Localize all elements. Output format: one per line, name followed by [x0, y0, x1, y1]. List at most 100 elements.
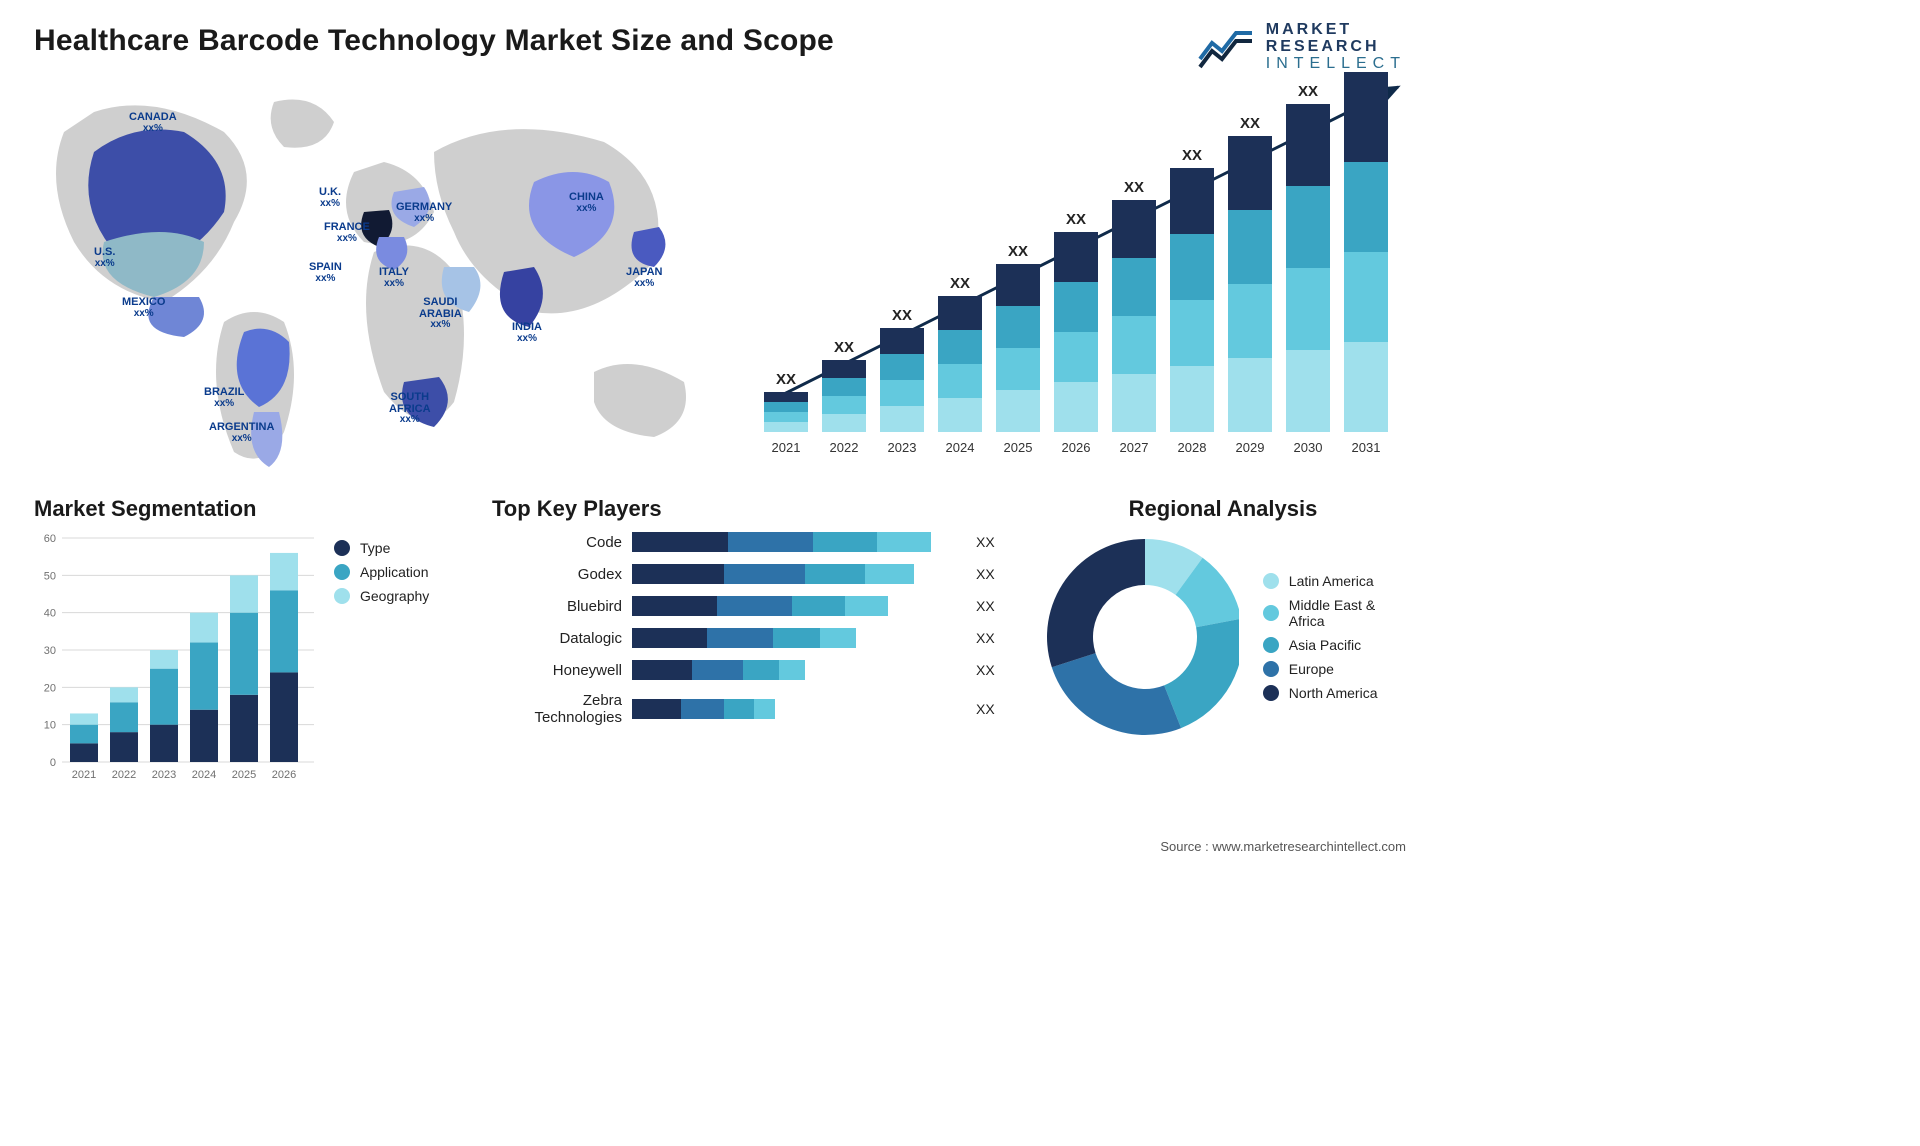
svg-text:60: 60	[44, 533, 56, 545]
svg-text:10: 10	[44, 720, 56, 732]
segmentation-legend: Type Application Geography	[334, 532, 429, 612]
regional-donut	[1040, 532, 1239, 742]
brand-line2: RESEARCH	[1266, 39, 1406, 56]
player-value: XX	[976, 630, 1012, 646]
map-label-france: FRANCExx%	[324, 222, 370, 244]
svg-text:XX: XX	[1008, 243, 1028, 260]
players-title: Top Key Players	[492, 496, 1012, 522]
player-bar	[632, 660, 805, 680]
svg-text:2030: 2030	[1294, 440, 1323, 455]
legend-dot-icon	[1263, 661, 1279, 677]
regional-legend-item: Middle East & Africa	[1263, 597, 1406, 629]
brand-logo: MARKET RESEARCH INTELLECT	[1198, 22, 1406, 72]
player-name: Bluebird	[492, 598, 632, 615]
map-label-saudi-arabia: SAUDI ARABIAxx%	[419, 297, 462, 331]
regional-title: Regional Analysis	[1040, 496, 1406, 522]
svg-text:2027: 2027	[1120, 440, 1149, 455]
map-label-mexico: MEXICOxx%	[122, 297, 165, 319]
segmentation-title: Market Segmentation	[34, 496, 464, 522]
map-label-canada: CANADAxx%	[129, 112, 177, 134]
brand-line1: MARKET	[1266, 22, 1406, 39]
svg-text:XX: XX	[1066, 211, 1086, 228]
map-label-india: INDIAxx%	[512, 322, 542, 344]
svg-text:XX: XX	[834, 339, 854, 356]
svg-text:2024: 2024	[192, 769, 216, 781]
players-panel: Top Key Players Code XX Godex XX Bluebird XX D…	[492, 496, 1012, 726]
regional-legend-item: North America	[1263, 685, 1406, 701]
svg-text:50: 50	[44, 570, 56, 582]
svg-text:2022: 2022	[112, 769, 136, 781]
svg-text:XX: XX	[776, 371, 796, 388]
player-bar	[632, 532, 931, 552]
svg-text:30: 30	[44, 645, 56, 657]
regional-legend-item: Latin America	[1263, 573, 1406, 589]
player-value: XX	[976, 566, 1012, 582]
map-label-japan: JAPANxx%	[626, 267, 662, 289]
svg-text:0: 0	[50, 757, 56, 769]
svg-text:40: 40	[44, 608, 56, 620]
svg-text:2021: 2021	[72, 769, 96, 781]
legend-dot-icon	[334, 564, 350, 580]
player-bar	[632, 596, 888, 616]
map-label-south-africa: SOUTH AFRICAxx%	[389, 392, 431, 426]
map-label-germany: GERMANYxx%	[396, 202, 452, 224]
regional-panel: Regional Analysis Latin America Middle Ea…	[1040, 496, 1406, 742]
svg-text:2023: 2023	[888, 440, 917, 455]
svg-text:XX: XX	[1240, 115, 1260, 132]
svg-text:XX: XX	[950, 275, 970, 292]
seg-legend-application: Application	[334, 564, 429, 580]
player-bar	[632, 628, 856, 648]
svg-text:XX: XX	[892, 307, 912, 324]
players-chart: Code XX Godex XX Bluebird XX Datalogic XX Honeyw…	[492, 532, 1012, 726]
svg-text:XX: XX	[1298, 83, 1318, 100]
growth-chart: XX 2021 XX 2022 XX 2023 XX 2024 XX 2025 XX 2026 XX 20…	[758, 72, 1418, 472]
regional-legend: Latin America Middle East & Africa Asia Pa…	[1263, 565, 1406, 709]
svg-text:2029: 2029	[1236, 440, 1265, 455]
segmentation-panel: Market Segmentation 0 10 20 30 40 50 60 2021 202…	[34, 496, 464, 782]
svg-text:2022: 2022	[830, 440, 859, 455]
map-label-china: CHINAxx%	[569, 192, 604, 214]
svg-text:20: 20	[44, 682, 56, 694]
player-value: XX	[976, 662, 1012, 678]
player-value: XX	[976, 598, 1012, 614]
map-label-u.k.: U.K.xx%	[319, 187, 341, 209]
svg-text:2025: 2025	[232, 769, 256, 781]
map-label-argentina: ARGENTINAxx%	[209, 422, 274, 444]
player-value: XX	[976, 701, 1012, 717]
player-bar	[632, 564, 914, 584]
svg-text:XX: XX	[1124, 179, 1144, 196]
svg-text:2026: 2026	[1062, 440, 1091, 455]
svg-text:XX: XX	[1182, 147, 1202, 164]
legend-dot-icon	[1263, 685, 1279, 701]
segmentation-chart: 0 10 20 30 40 50 60 2021 2022 2023 2024 2025 2026	[34, 532, 314, 782]
legend-dot-icon	[1263, 637, 1279, 653]
regional-legend-item: Europe	[1263, 661, 1406, 677]
player-name: Zebra Technologies	[492, 692, 632, 726]
legend-dot-icon	[1263, 605, 1279, 621]
map-label-brazil: BRAZILxx%	[204, 387, 244, 409]
player-name: Godex	[492, 566, 632, 583]
brand-mark-icon	[1198, 25, 1254, 69]
player-name: Code	[492, 534, 632, 551]
brand-line3: INTELLECT	[1266, 56, 1406, 73]
legend-dot-icon	[1263, 573, 1279, 589]
map-label-u.s.: U.S.xx%	[94, 247, 115, 269]
svg-text:2028: 2028	[1178, 440, 1207, 455]
legend-dot-icon	[334, 540, 350, 556]
player-name: Datalogic	[492, 630, 632, 647]
svg-text:2026: 2026	[272, 769, 296, 781]
world-map-panel: CANADAxx% U.S.xx% MEXICOxx% BRAZILxx% ARGENT…	[34, 72, 734, 472]
player-bar	[632, 699, 775, 719]
svg-text:2024: 2024	[946, 440, 975, 455]
svg-text:2031: 2031	[1352, 440, 1381, 455]
source-attribution: Source : www.marketresearchintellect.com	[1160, 839, 1406, 854]
svg-text:2025: 2025	[1004, 440, 1033, 455]
seg-legend-type: Type	[334, 540, 429, 556]
legend-dot-icon	[334, 588, 350, 604]
player-name: Honeywell	[492, 662, 632, 679]
seg-legend-geography: Geography	[334, 588, 429, 604]
regional-legend-item: Asia Pacific	[1263, 637, 1406, 653]
map-label-spain: SPAINxx%	[309, 262, 342, 284]
svg-text:2021: 2021	[772, 440, 801, 455]
svg-text:2023: 2023	[152, 769, 176, 781]
